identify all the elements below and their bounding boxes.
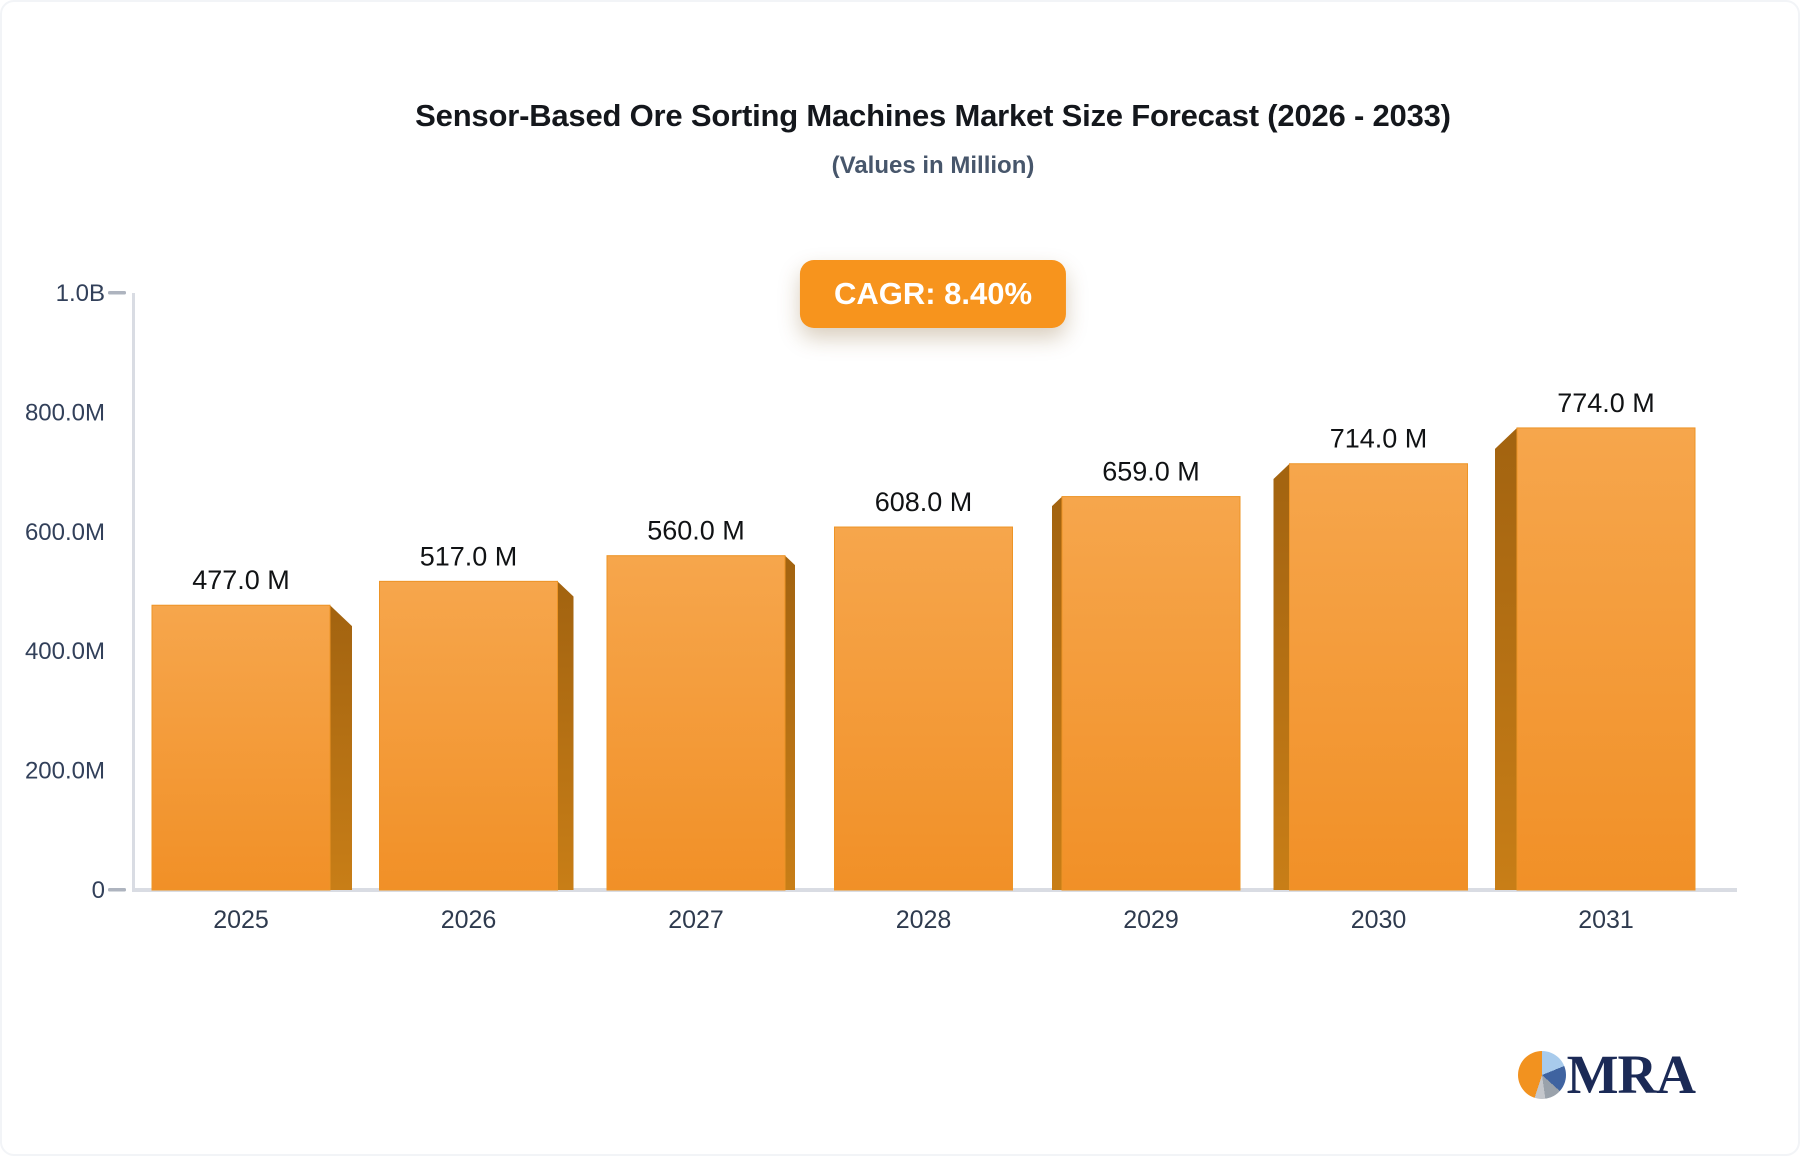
x-axis-tick-label-2030: 2030 bbox=[1351, 906, 1407, 934]
page-title: Sensor-Based Ore Sorting Machines Market… bbox=[415, 98, 1451, 133]
bar-2031 bbox=[1516, 427, 1696, 891]
pie-chart-icon bbox=[1517, 1051, 1566, 1099]
bar-side-2031 bbox=[1495, 427, 1517, 890]
brand-logo: MRA bbox=[1517, 1044, 1696, 1105]
x-axis-tick-label-2025: 2025 bbox=[213, 906, 269, 934]
y-axis-tick-mark bbox=[108, 291, 126, 295]
bar-value-label-2030: 714.0 M bbox=[1330, 424, 1428, 454]
x-axis-tick-label-2027: 2027 bbox=[668, 906, 724, 934]
x-axis-tick-label-2029: 2029 bbox=[1123, 906, 1179, 934]
bar-2027 bbox=[606, 555, 786, 891]
brand-name: MRA bbox=[1566, 1044, 1696, 1105]
bar-2029 bbox=[1061, 496, 1241, 891]
bar-value-label-2031: 774.0 M bbox=[1557, 388, 1655, 418]
bar-2026 bbox=[379, 580, 558, 891]
bar-value-label-2028: 608.0 M bbox=[875, 487, 973, 517]
x-axis-tick-label-2026: 2026 bbox=[441, 906, 497, 934]
bar-value-label-2027: 560.0 M bbox=[647, 516, 745, 546]
x-axis-tick-label-2031: 2031 bbox=[1578, 906, 1634, 934]
y-axis-tick-label: 200.0M bbox=[25, 758, 105, 785]
bar-side-2026 bbox=[557, 581, 574, 890]
bar-2028 bbox=[834, 526, 1013, 891]
y-axis-line bbox=[132, 293, 135, 890]
bar-side-2025 bbox=[330, 605, 352, 890]
y-axis-tick-label: 400.0M bbox=[25, 638, 105, 665]
page-subtitle: (Values in Million) bbox=[831, 152, 1035, 179]
y-axis-tick-label: 0 bbox=[92, 877, 105, 904]
y-axis-tick-label: 1.0B bbox=[56, 280, 105, 307]
cagr-badge: CAGR: 8.40% bbox=[799, 260, 1067, 328]
bar-side-2027 bbox=[785, 555, 795, 890]
bar-2025 bbox=[151, 604, 331, 891]
y-axis-tick-label: 600.0M bbox=[25, 519, 105, 546]
bar-side-2030 bbox=[1273, 463, 1290, 890]
bar-side-2029 bbox=[1052, 496, 1062, 890]
bar-value-label-2026: 517.0 M bbox=[420, 541, 518, 571]
y-axis-tick-label: 800.0M bbox=[25, 399, 105, 426]
x-axis-tick-label-2028: 2028 bbox=[896, 906, 952, 934]
bar-2030 bbox=[1289, 463, 1468, 891]
y-axis-tick-mark bbox=[108, 888, 126, 892]
bar-value-label-2029: 659.0 M bbox=[1102, 457, 1200, 487]
bar-value-label-2025: 477.0 M bbox=[192, 565, 290, 595]
